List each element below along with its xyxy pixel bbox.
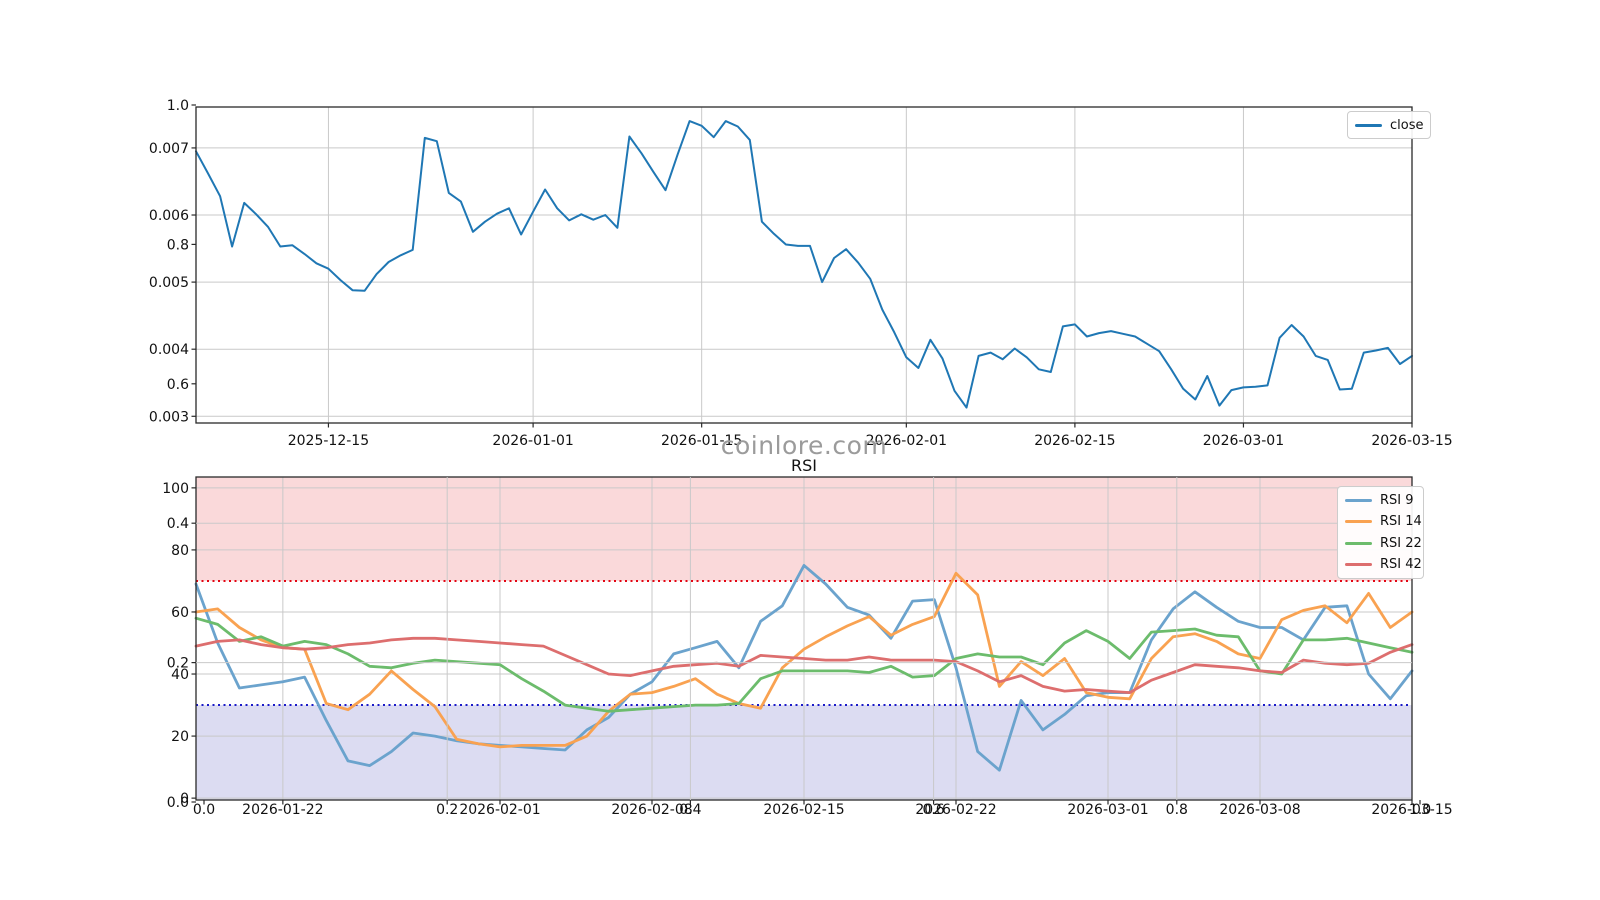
legend-row-rsi-9: RSI 9 <box>1345 490 1416 511</box>
overlay-x-tick-label: 1.0 <box>1409 802 1431 818</box>
legend-row-rsi-14: RSI 14 <box>1345 511 1422 532</box>
rsi-42-series-line <box>194 636 1414 694</box>
close-line-sample-icon <box>1355 123 1382 127</box>
x-tick-label: 2026-01-01 <box>492 433 573 449</box>
rsi-22-line-sample-icon <box>1345 541 1372 545</box>
x-tick-label: 2026-03-15 <box>1371 433 1452 449</box>
close-series-line <box>195 120 1413 409</box>
watermark: coinlore.com <box>720 431 888 460</box>
overlay-y-tick-label: 0.4 <box>167 516 189 532</box>
rsi-14-series-line <box>194 571 1414 749</box>
overlay-x-tick-label: 0.4 <box>679 802 701 818</box>
x-tick-label: 2026-01-15 <box>661 433 742 449</box>
overlay-y-tick-label: 0.8 <box>167 237 189 253</box>
overlay-y-tick-label: 0.2 <box>167 656 189 672</box>
rsi-22-series-line <box>194 616 1414 713</box>
axes-spine <box>195 106 1413 424</box>
rsi-42-line-sample-icon <box>1345 562 1372 566</box>
x-tick-label: 2026-02-01 <box>459 802 540 818</box>
legend-row-rsi-42: RSI 42 <box>1345 554 1422 575</box>
legend-label-close: close <box>1390 117 1424 133</box>
legend-row-close: close <box>1355 115 1423 135</box>
x-tick-label: 2026-02-08 <box>611 802 692 818</box>
price-legend: close <box>1347 111 1431 139</box>
x-tick-label: 2026-03-01 <box>1067 802 1148 818</box>
legend-label-rsi-22: RSI 22 <box>1380 535 1422 551</box>
legend-label-rsi-9: RSI 9 <box>1380 493 1414 509</box>
x-tick-label: 2026-03-01 <box>1203 433 1284 449</box>
x-tick-label: 2026-02-01 <box>866 433 947 449</box>
y-tick-label: 0.006 <box>149 208 189 224</box>
legend-row-rsi-22: RSI 22 <box>1345 533 1422 554</box>
y-tick-label: 20 <box>171 729 189 745</box>
overlay-x-tick-label: 0.6 <box>922 802 944 818</box>
x-tick-label: 2025-12-15 <box>288 433 369 449</box>
overlay-y-tick-label: 0.6 <box>167 377 189 393</box>
x-tick-label: 2026-02-15 <box>1034 433 1115 449</box>
y-tick-label: 40 <box>171 667 189 683</box>
x-tick-label: 2026-02-15 <box>763 802 844 818</box>
rsi-chart-title: RSI <box>791 456 817 475</box>
overlay-y-tick-label: 1.0 <box>167 98 189 114</box>
rsi-9-line-sample-icon <box>1345 499 1372 503</box>
y-tick-label: 0 <box>180 791 189 807</box>
x-tick-label: 2026-02-22 <box>915 802 996 818</box>
overlay-y-tick-label: 0.0 <box>167 795 189 811</box>
y-tick-label: 0.005 <box>149 275 189 291</box>
legend-label-rsi-14: RSI 14 <box>1380 514 1422 530</box>
rsi-14-line-sample-icon <box>1345 520 1372 524</box>
y-tick-label: 80 <box>171 543 189 559</box>
y-tick-label: 0.007 <box>149 141 189 157</box>
x-tick-label: 2026-03-08 <box>1219 802 1300 818</box>
rsi-9-series-line <box>194 564 1414 772</box>
y-tick-label: 0.003 <box>149 409 189 425</box>
x-tick-label: 2026-01-22 <box>242 802 323 818</box>
y-tick-label: 0.004 <box>149 342 189 358</box>
y-tick-label: 60 <box>171 605 189 621</box>
overlay-x-tick-label: 0.0 <box>193 802 215 818</box>
rsi-legend: RSI 9 RSI 14 RSI 22 RSI 42 <box>1337 486 1424 579</box>
overlay-x-tick-label: 0.8 <box>1166 802 1188 818</box>
y-tick-label: 100 <box>162 481 189 497</box>
x-tick-label: 2026-03-15 <box>1371 802 1452 818</box>
legend-label-rsi-42: RSI 42 <box>1380 556 1422 572</box>
overlay-x-tick-label: 0.2 <box>436 802 458 818</box>
